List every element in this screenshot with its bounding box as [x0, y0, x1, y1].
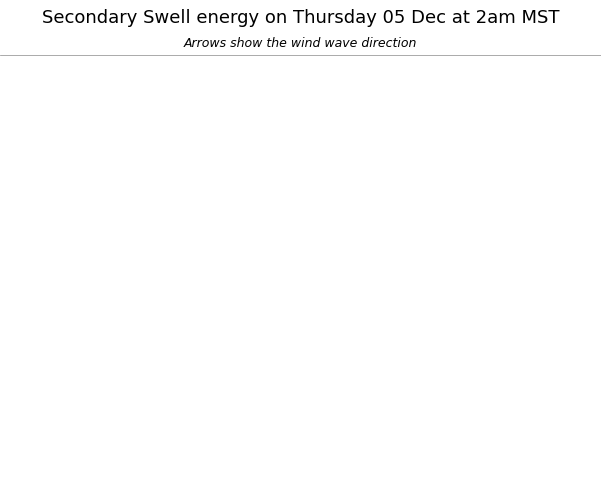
Text: Secondary Swell energy on Thursday 05 Dec at 2am MST: Secondary Swell energy on Thursday 05 De… [41, 9, 560, 27]
Text: cartopy required: cartopy required [243, 265, 358, 279]
Text: Arrows show the wind wave direction: Arrows show the wind wave direction [184, 37, 417, 50]
